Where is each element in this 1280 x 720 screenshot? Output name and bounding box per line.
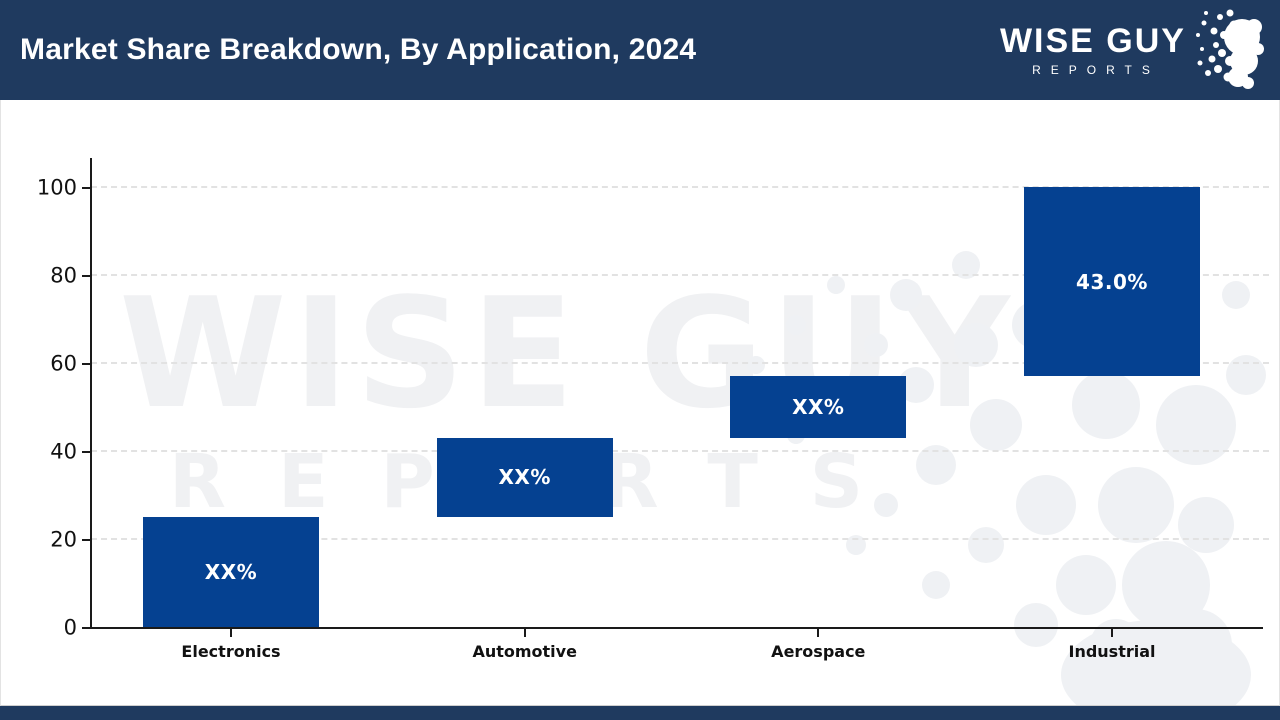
- page-title: Market Share Breakdown, By Application, …: [20, 33, 697, 66]
- x-category-label: Electronics: [181, 642, 281, 661]
- footer-bar: [0, 706, 1280, 720]
- x-axis: [89, 627, 1263, 629]
- y-tick: [82, 451, 90, 453]
- y-tick: [82, 363, 90, 365]
- y-tick-label: 60: [50, 351, 77, 376]
- bar-aerospace: XX%: [730, 376, 907, 438]
- y-axis: [90, 158, 92, 629]
- gridline-60: [91, 362, 1269, 364]
- gridline-100: [91, 186, 1269, 188]
- x-tick: [817, 629, 820, 637]
- y-tick-label: 20: [50, 527, 77, 552]
- gridline-40: [91, 450, 1269, 452]
- brand-logo-text: WISE GUY REPORTS: [1000, 24, 1186, 77]
- y-tick-label: 100: [36, 175, 77, 200]
- x-category-label: Automotive: [472, 642, 577, 661]
- brand-logo: WISE GUY REPORTS: [1000, 5, 1266, 95]
- x-tick: [523, 629, 526, 637]
- header-bar: Market Share Breakdown, By Application, …: [0, 0, 1280, 100]
- x-category-label: Industrial: [1068, 642, 1156, 661]
- x-tick: [1111, 629, 1113, 637]
- logo-wordmark: WISE GUY: [999, 21, 1186, 60]
- bar-automotive: XX%: [436, 437, 613, 517]
- x-category-label: Aerospace: [771, 642, 866, 661]
- gridline-20: [91, 538, 1269, 540]
- bar-value-label: 43.0%: [1076, 269, 1148, 294]
- logo-face-icon: [1196, 9, 1264, 89]
- bar-electronics: XX%: [143, 517, 319, 627]
- y-tick-label: 80: [50, 263, 77, 288]
- logo-subtext: REPORTS: [1032, 62, 1160, 77]
- bar-value-label: XX%: [792, 394, 845, 419]
- bar-value-label: XX%: [498, 465, 551, 490]
- gridline-80: [91, 274, 1269, 276]
- bar-industrial: 43.0%: [1024, 187, 1200, 377]
- y-tick: [82, 275, 90, 277]
- y-tick: [82, 539, 90, 541]
- plot-region: 0 20 40 60 80 100 Electronics XX% Automotive XX% A…: [1, 100, 1279, 705]
- y-tick-label: 0: [63, 615, 77, 640]
- x-tick: [230, 629, 232, 637]
- bar-value-label: XX%: [204, 560, 258, 584]
- y-tick-label: 40: [50, 439, 77, 464]
- chart-area: WISE GUY REPORTS 020406080100Electronics…: [0, 100, 1280, 706]
- y-tick: [82, 627, 90, 629]
- y-tick: [82, 187, 90, 189]
